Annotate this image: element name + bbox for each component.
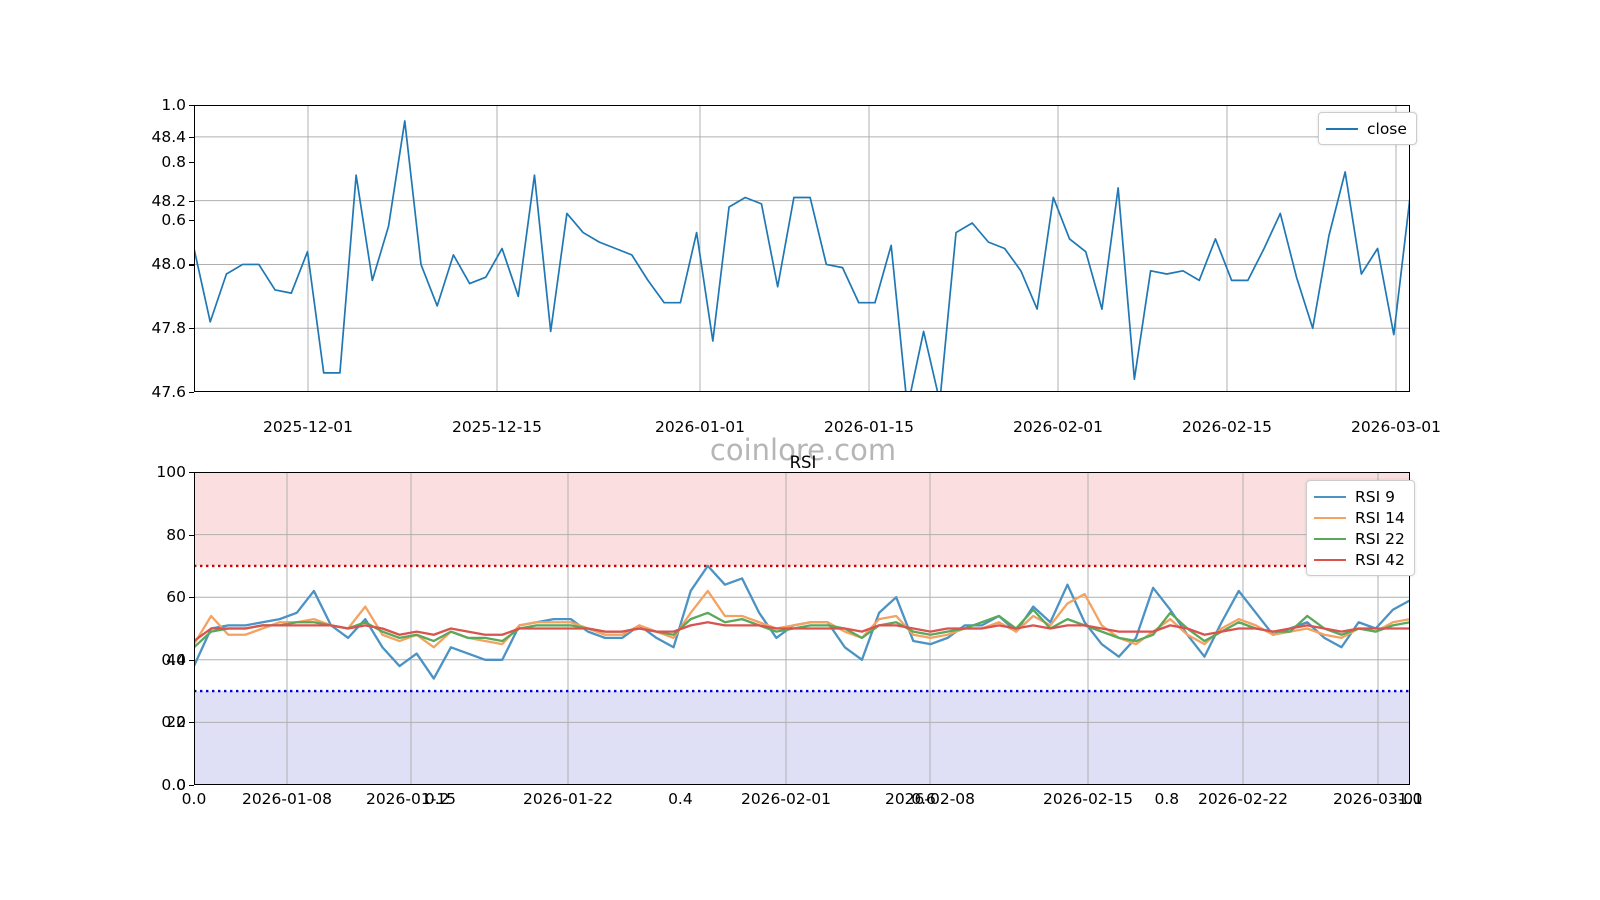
- legend-color-swatch: [1326, 127, 1358, 130]
- rsi-y-tick-label-normalized: 0.0: [161, 776, 186, 794]
- price-x-tick-label: 2026-02-15: [1181, 418, 1273, 436]
- legend-color-swatch: [1314, 516, 1346, 519]
- legend-item-label: RSI 14: [1355, 508, 1405, 527]
- legend-item[interactable]: close: [1326, 118, 1407, 139]
- rsi-y-tick-label: 40: [166, 650, 186, 669]
- legend-color-swatch: [1314, 558, 1346, 561]
- rsi-y-tick-label-normalized: 0.2: [161, 713, 186, 732]
- price-line-plot: [194, 105, 1410, 392]
- legend-item[interactable]: RSI 42: [1314, 549, 1405, 570]
- price-x-tick-label: 2026-01-15: [823, 418, 915, 436]
- rsi-x-tick-label: 2026-03-01: [1332, 790, 1424, 808]
- price-y-tick-label: 47.6: [151, 383, 186, 401]
- y-tick-mark: [189, 472, 194, 474]
- price-x-tick-label: 2026-01-01: [654, 418, 746, 436]
- rsi-x-tick-label: 2026-02-22: [1197, 790, 1289, 808]
- rsi-x-tick-label-normalized: 0.4: [668, 790, 693, 808]
- rsi-x-tick-label: 2026-02-01: [740, 790, 832, 808]
- rsi-x-tick-label-normalized: 1.0: [1397, 790, 1423, 808]
- rsi-line-plot: [194, 472, 1410, 785]
- legend-item-label: close: [1367, 119, 1407, 138]
- legend-item-label: RSI 22: [1355, 529, 1405, 548]
- y-tick-mark: [189, 200, 194, 202]
- price-legend[interactable]: close: [1318, 112, 1417, 145]
- legend-item-label: RSI 9: [1355, 487, 1395, 506]
- y-tick-mark: [189, 162, 194, 164]
- rsi-x-tick-label: 2026-01-08: [241, 790, 333, 808]
- rsi-x-tick-label-normalized: 0.2: [424, 790, 450, 808]
- y-tick-mark: [189, 534, 194, 536]
- rsi-x-tick-label: 2026-01-22: [522, 790, 614, 808]
- price-y-tick-label: 48.4: [151, 127, 186, 146]
- watermark: coinlore.com: [709, 433, 897, 467]
- rsi-x-tick-label: 2026-01-15: [365, 790, 457, 808]
- legend-item-label: RSI 42: [1355, 550, 1405, 569]
- rsi-y-tick-label: 20: [166, 713, 186, 732]
- y-tick-mark: [189, 392, 194, 394]
- y-tick-mark: [189, 264, 194, 266]
- rsi-y-tick-label: 100: [156, 463, 186, 481]
- price-y-tick-label-normalized: 0.8: [161, 153, 186, 172]
- price-y-tick-label: 48.0: [151, 255, 186, 274]
- price-y-tick-label: 47.8: [151, 319, 186, 338]
- y-tick-mark: [189, 659, 194, 661]
- legend-item[interactable]: RSI 22: [1314, 528, 1405, 549]
- legend-color-swatch: [1314, 495, 1346, 498]
- y-tick-mark: [189, 328, 194, 330]
- y-tick-mark: [189, 219, 194, 221]
- price-x-tick-label: 2025-12-01: [262, 418, 354, 436]
- rsi-legend[interactable]: RSI 9 RSI 14 RSI 22 RSI 42: [1306, 480, 1415, 576]
- price-y-tick-label-normalized: 1.0: [161, 96, 186, 114]
- rsi-y-tick-label-normalized: 0.4: [161, 650, 186, 669]
- rsi-x-tick-label-normalized: 0.8: [1154, 790, 1180, 808]
- legend-item[interactable]: RSI 9: [1314, 486, 1405, 507]
- rsi-x-tick-label-normalized: 0.0: [181, 790, 207, 808]
- y-tick-mark: [189, 597, 194, 599]
- price-x-tick-label: 2025-12-15: [451, 418, 543, 436]
- rsi-x-tick-label-normalized: 0.6: [911, 790, 936, 808]
- rsi-panel-title: RSI: [789, 453, 817, 472]
- price-y-tick-label: 48.2: [151, 191, 186, 210]
- rsi-y-tick-label: 80: [166, 525, 186, 544]
- y-tick-mark: [189, 136, 194, 138]
- legend-color-swatch: [1314, 537, 1346, 540]
- price-y-tick-label-normalized: 0.6: [161, 210, 186, 229]
- price-x-tick-label: 2026-02-01: [1012, 418, 1104, 436]
- rsi-y-tick-label: 0: [176, 776, 186, 794]
- rsi-x-tick-label: 2026-02-15: [1042, 790, 1134, 808]
- rsi-y-tick-label: 60: [166, 588, 186, 607]
- price-x-tick-label: 2026-03-01: [1350, 418, 1442, 436]
- y-tick-mark: [189, 722, 194, 724]
- y-tick-mark: [189, 785, 194, 787]
- price-chart-axes: [194, 105, 1410, 392]
- y-tick-mark: [189, 105, 194, 107]
- legend-item[interactable]: RSI 14: [1314, 507, 1405, 528]
- rsi-chart-axes: [194, 472, 1410, 785]
- rsi-x-tick-label: 2026-02-08: [884, 790, 976, 808]
